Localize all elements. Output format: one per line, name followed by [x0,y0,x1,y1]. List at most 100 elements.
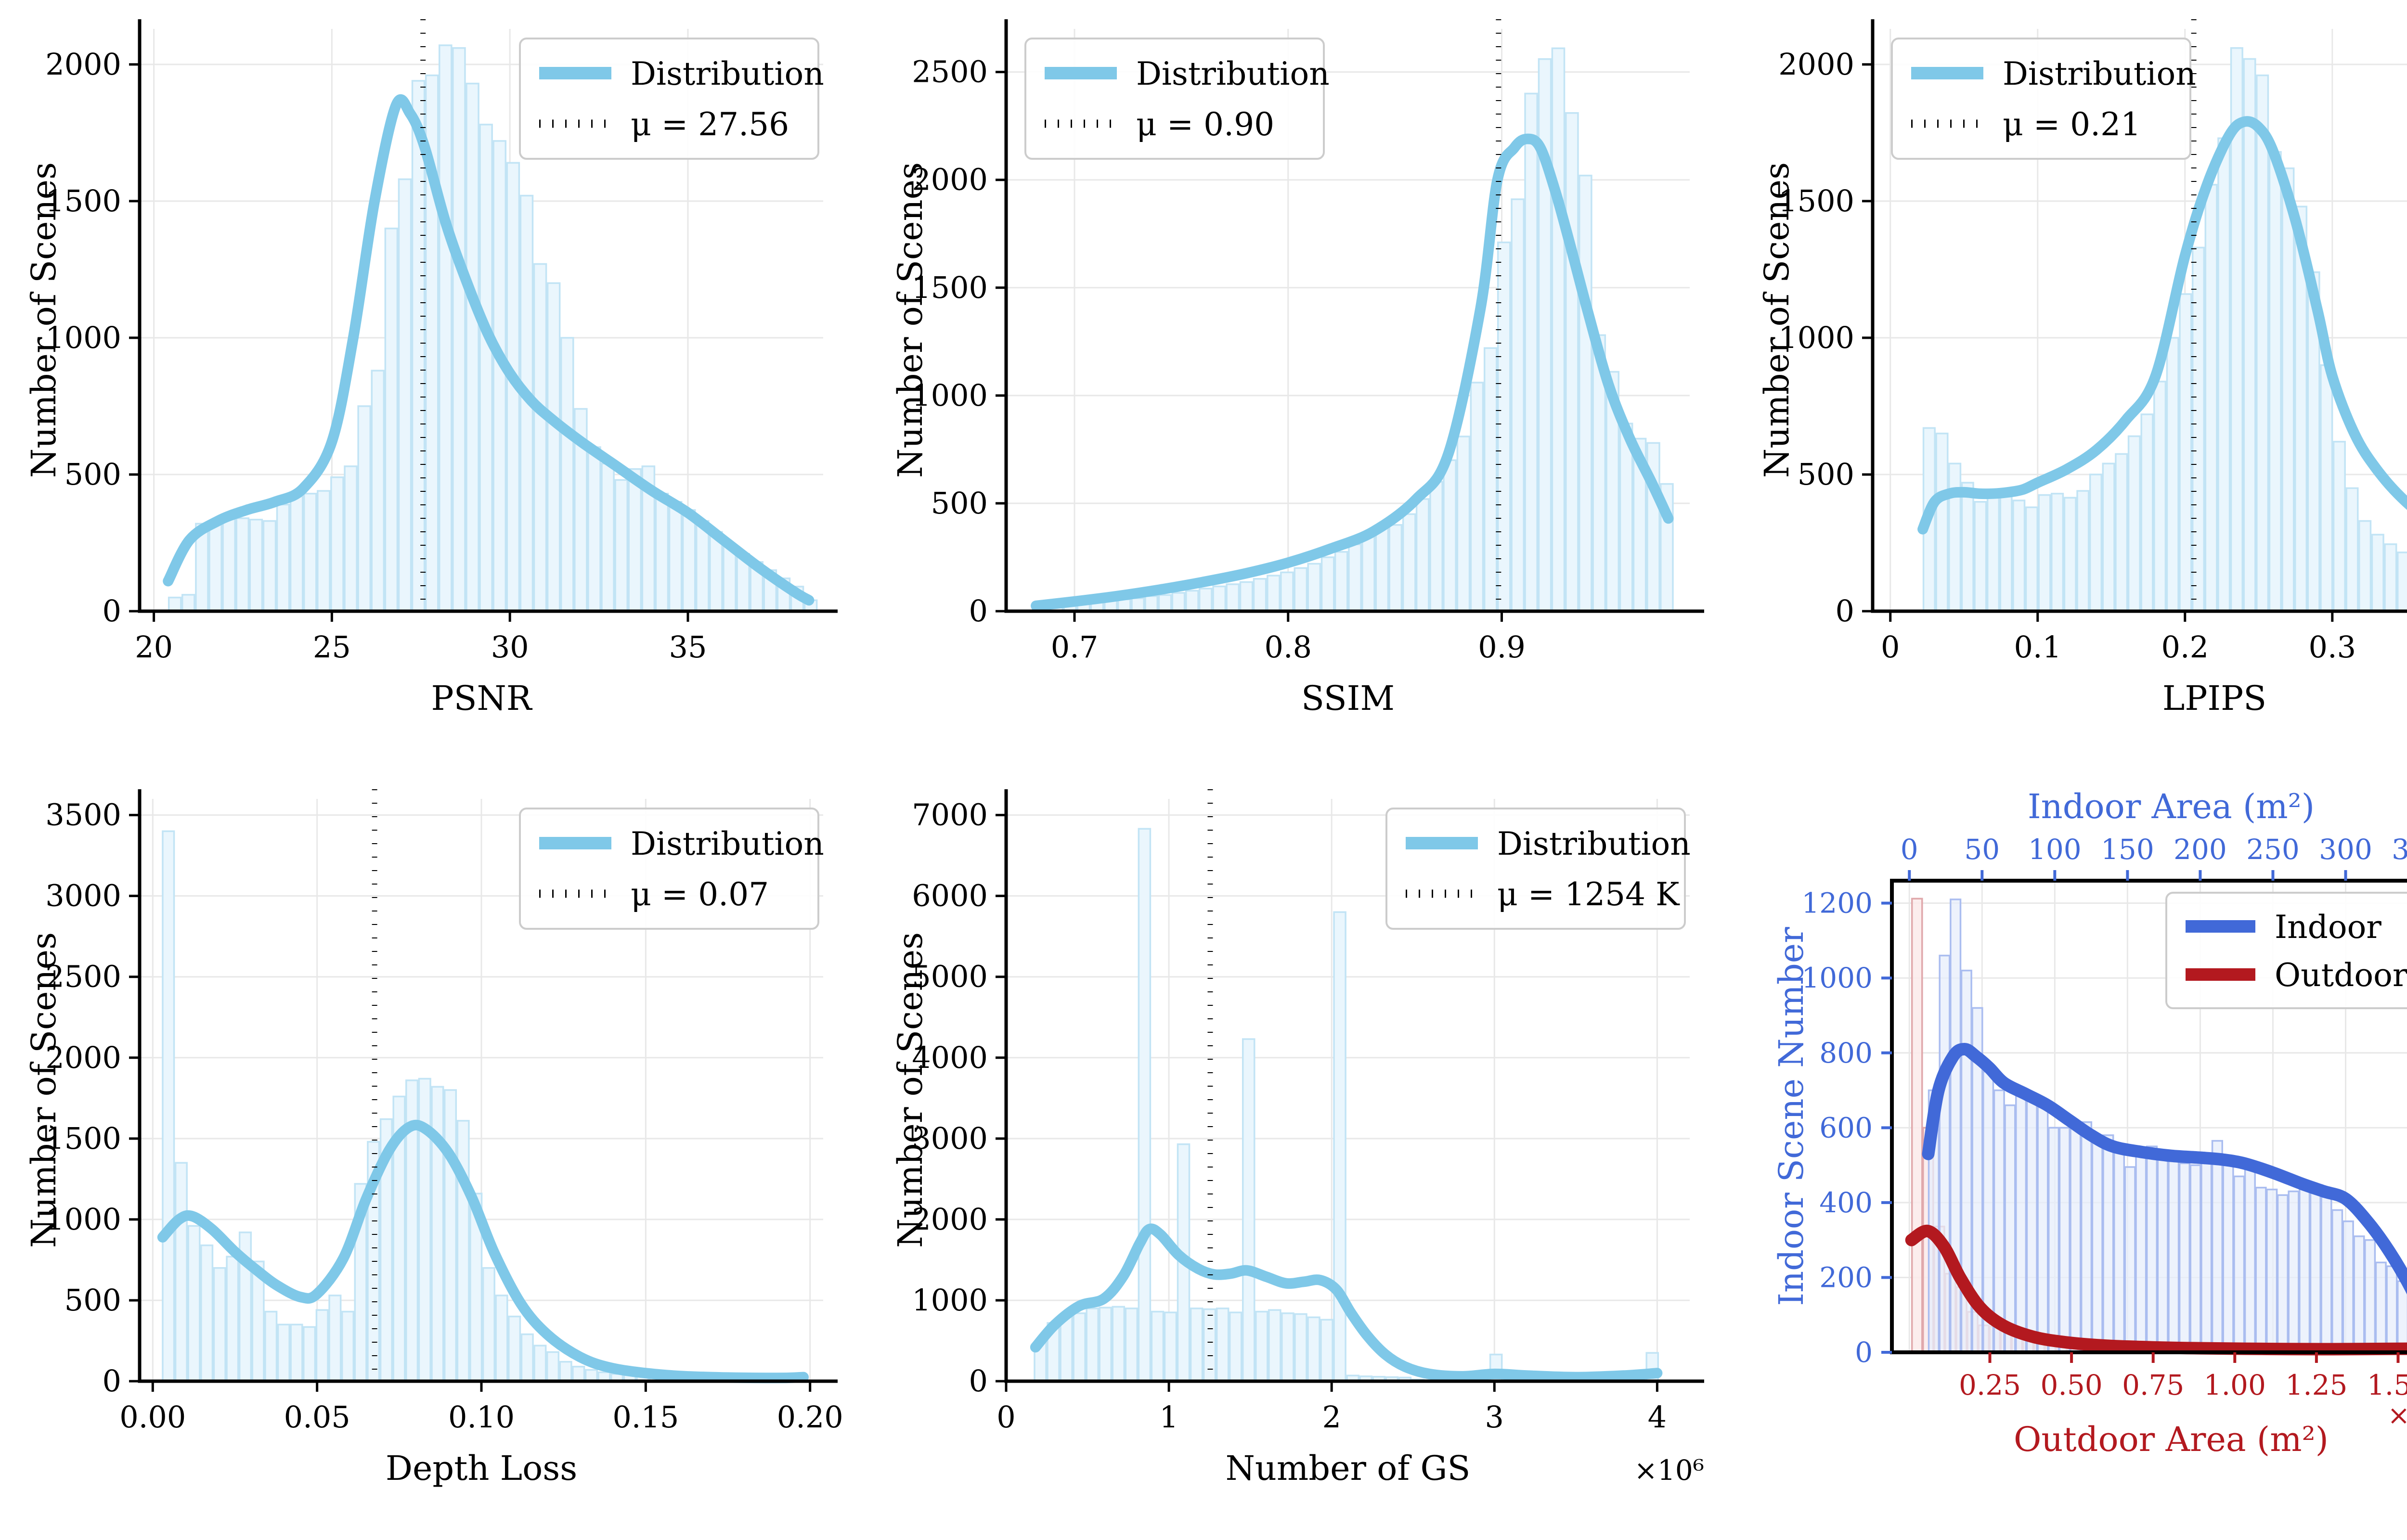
legend-item-mean-label: μ = 1254 K [1497,876,1680,913]
y-axis-label: Number of Scenes [24,932,64,1248]
indoor-bar [2047,1127,2060,1353]
y-tick-label: 500 [65,457,121,492]
histogram-bar [695,520,710,612]
y-tick-label: 2500 [912,54,988,90]
histogram-bar [560,337,574,612]
histogram-bar [443,1089,457,1382]
x-offset-label: ×10⁶ [2387,1400,2407,1431]
histogram-bar [1320,556,1335,612]
legend-item-indoor-label: Indoor [2275,909,2381,946]
histogram-bar [482,1267,495,1382]
histogram-bar [572,1366,585,1382]
histogram-bar [276,503,290,612]
histogram-bar [200,1244,214,1382]
chart-panel-num_gs: 0 1000 2000 3000 4000 5000 6000 7000 0 1 2 3 4 Number… [867,770,1733,1540]
histogram-bar [1415,498,1430,612]
x-tick-label: 0.3 [2309,629,2356,665]
histogram-bar [2089,474,2103,612]
chart-panel-ssim: 0 500 1000 1500 2000 2500 0.7 0.8 0.9 SSIM Number … [867,0,1733,770]
histogram-bar [1138,828,1152,1382]
histogram-bar [398,178,412,612]
y-tick-label: 0 [1836,593,1854,629]
legend-item-distribution-label: Distribution [1497,825,1691,862]
bottom-x-tick-label: 1.00 [2204,1369,2266,1401]
histogram-bar [290,1323,303,1382]
kde-curve [1031,133,1674,611]
y-tick-label: 2000 [912,162,988,197]
x-axis-label: SSIM [1301,679,1395,718]
histogram-bar [682,509,696,612]
histogram-bar [1239,581,1254,612]
histogram-bar [614,479,628,612]
x-tick-label: 30 [491,629,529,665]
histogram-bar [2371,534,2384,612]
histogram-bar [1242,1038,1255,1382]
histogram-bar [628,468,642,612]
histogram-bar [1986,495,2000,612]
chart-panel-area_dual: 0200400600800100012000250500750100012501… [1733,770,2407,1540]
y-tick-label: 7000 [912,797,988,833]
histogram-bar [2076,490,2090,612]
x-tick-label: 0.9 [1478,629,1526,665]
histogram-bar [2051,492,2064,612]
bottom-x-tick-label: 1.50 [2367,1369,2407,1401]
y-tick-label: 4000 [912,1040,988,1075]
histogram-bar [1281,1312,1294,1382]
histogram-bar [264,1310,278,1382]
indoor-bar [1993,1089,2005,1353]
x-tick-label: 2 [1322,1399,1341,1435]
histogram-bar [2038,494,2051,612]
outdoor-bar [1911,898,1923,1353]
legend-item-mean-label: μ = 0.07 [631,876,769,913]
histogram-bar [1974,501,1987,612]
indoor-bar [2157,1156,2169,1353]
histogram-bar [1199,588,1213,612]
indoor-bar [2178,1162,2191,1353]
histogram-bar [262,520,277,612]
legend: Distribution μ = 0.90 [1024,38,1330,160]
histogram-bar [1125,1308,1139,1382]
histogram-bar [208,520,222,612]
histogram-bar [1935,433,1949,612]
histogram-bar [1307,563,1321,612]
y-tick-label: 1500 [912,270,988,305]
indoor-bar [2168,1156,2180,1353]
histogram-bar [1212,585,1227,612]
x-tick-label: 0.8 [1264,629,1312,665]
chart-panel-psnr: 0 500 1000 1500 2000 20 25 30 35 PSNR Number of Sc… [0,0,867,770]
histogram-bar [2358,520,2372,612]
top-x-tick-label: 200 [2174,833,2227,866]
histogram-bar [315,1309,329,1382]
left-y-axis-label: Indoor Scene Number [1772,927,1811,1306]
histogram-bar [2102,462,2115,612]
indoor-bar [2266,1188,2278,1353]
y-tick-label: 1000 [912,1283,988,1318]
legend: Distribution μ = 1254 K [1385,808,1691,930]
indoor-bar [2364,1239,2376,1353]
chart-panel-lpips: 050010001500200000.10.20.30.4LPIPSNumber… [1733,0,2407,770]
histogram-bar [2115,453,2128,612]
y-axis-label: Number of Scenes [891,932,930,1248]
indoor-bar [2299,1183,2311,1353]
histogram-bar [1307,1316,1320,1382]
histogram-bar [520,1333,534,1382]
histogram-bar [1429,481,1443,612]
y-tick-label: 1500 [45,1121,121,1156]
top-x-tick-label: 250 [2246,833,2300,866]
histogram-bar [1280,571,1294,612]
x-tick-label: 3 [1485,1399,1504,1435]
histogram-bar [587,446,601,612]
x-axis-label: LPIPS [2162,679,2266,718]
histogram-bar [533,1345,547,1382]
y-tick-label: 1000 [45,320,121,355]
indoor-bar [2070,1125,2082,1353]
histogram-bar [723,544,737,612]
histogram-bar [1470,382,1484,612]
kde-curve [1917,116,2407,535]
histogram-bar [1099,1307,1113,1382]
x-tick-label: 0 [1881,629,1900,665]
histogram-bar [1190,1308,1204,1382]
histogram-bar [655,492,669,612]
indoor-bar [2189,1164,2201,1353]
x-tick-label: 4 [1648,1399,1667,1435]
